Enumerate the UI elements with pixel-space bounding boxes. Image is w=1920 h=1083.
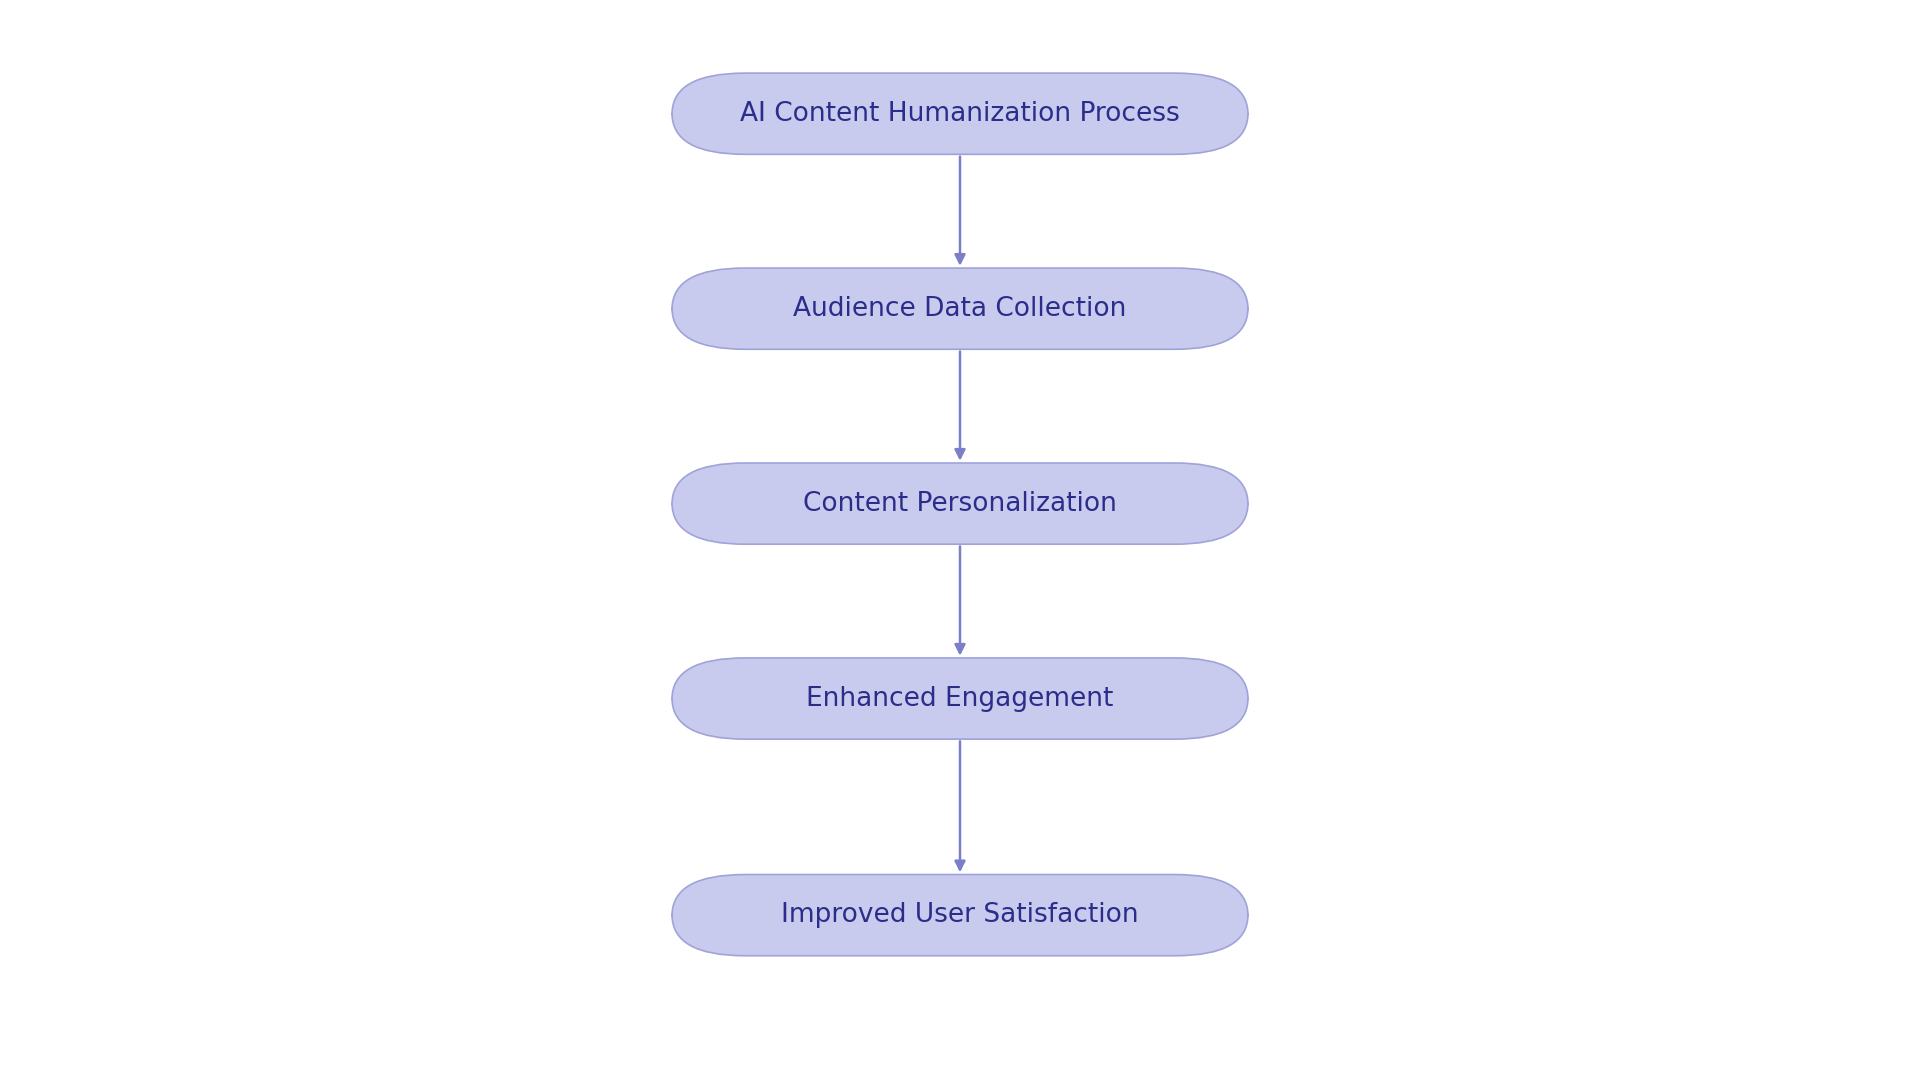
Text: Content Personalization: Content Personalization [803,491,1117,517]
FancyBboxPatch shape [672,464,1248,544]
FancyBboxPatch shape [672,875,1248,956]
Text: Improved User Satisfaction: Improved User Satisfaction [781,902,1139,928]
Text: Enhanced Engagement: Enhanced Engagement [806,686,1114,712]
Text: Audience Data Collection: Audience Data Collection [793,296,1127,322]
FancyBboxPatch shape [672,269,1248,349]
Text: AI Content Humanization Process: AI Content Humanization Process [739,101,1181,127]
FancyBboxPatch shape [672,657,1248,739]
FancyBboxPatch shape [672,74,1248,155]
